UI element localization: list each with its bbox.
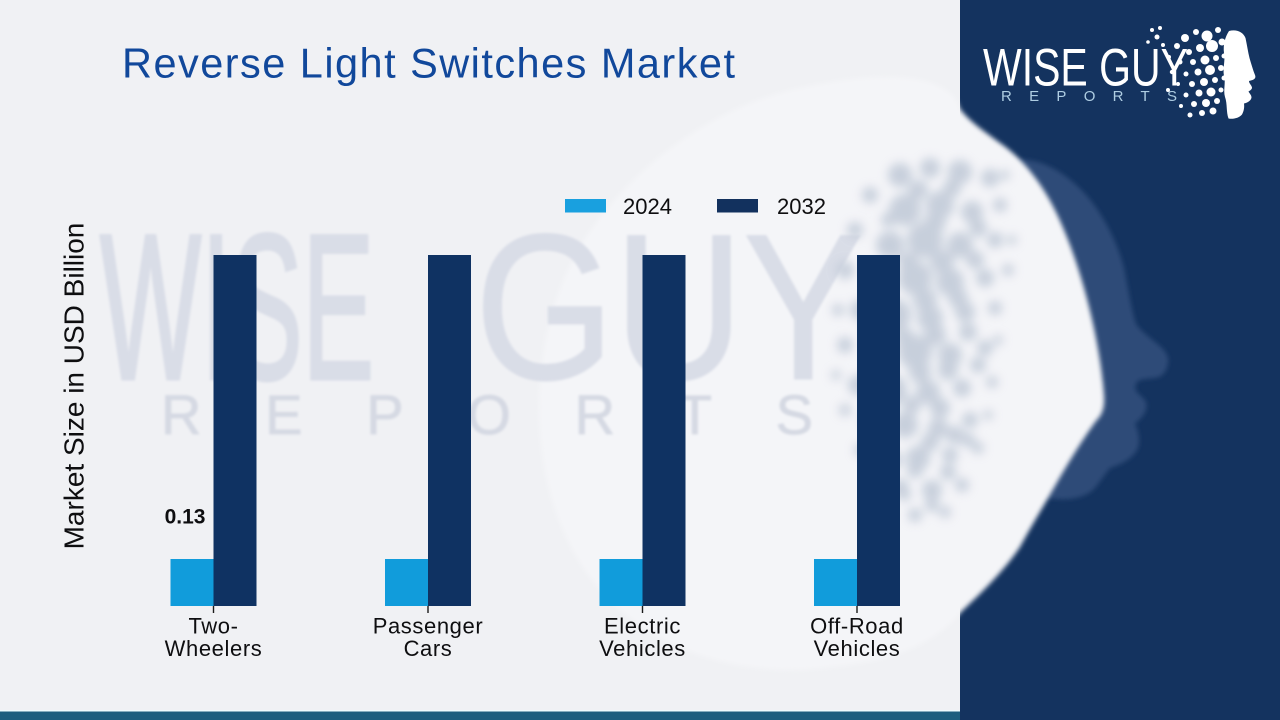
svg-text:WISE: WISE [100, 192, 374, 423]
svg-text:REPORTS: REPORTS [161, 383, 813, 446]
svg-text:Vehicles: Vehicles [599, 636, 686, 661]
svg-text:Electric: Electric [604, 614, 681, 639]
svg-text:2024: 2024 [623, 194, 672, 219]
svg-text:Passenger: Passenger [373, 614, 484, 639]
svg-text:Reverse Light Switches Market: Reverse Light Switches Market [122, 40, 735, 87]
svg-text:WISE GUY: WISE GUY [983, 39, 1188, 98]
svg-text:Off-Road: Off-Road [810, 614, 904, 639]
svg-text:2032: 2032 [777, 194, 826, 219]
svg-text:0.13: 0.13 [165, 506, 206, 529]
svg-text:Vehicles: Vehicles [814, 636, 901, 661]
svg-text:Cars: Cars [404, 636, 453, 661]
svg-text:Two-: Two- [188, 614, 238, 639]
svg-text:Wheelers: Wheelers [165, 636, 263, 661]
svg-text:Market Size in USD Billion: Market Size in USD Billion [59, 223, 90, 550]
